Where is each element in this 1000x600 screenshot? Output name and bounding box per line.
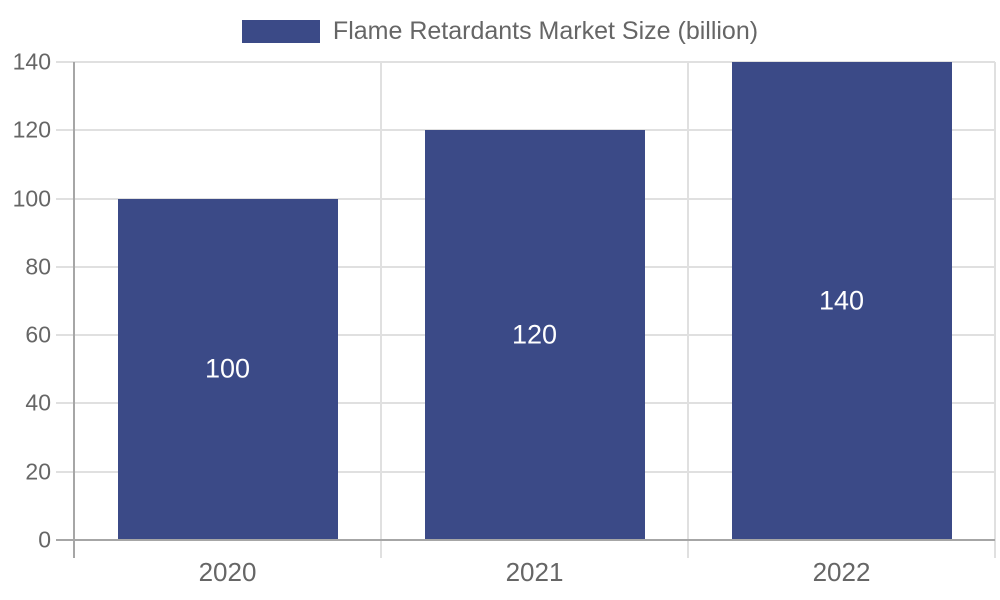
bar-value-label: 100	[204, 353, 251, 384]
y-axis-tick-label: 80	[25, 253, 51, 280]
x-axis-tick-label: 2022	[812, 557, 871, 587]
bar-value-label: 140	[818, 285, 865, 316]
bar-2021[interactable]	[424, 130, 645, 540]
y-axis-tick-label: 60	[25, 321, 51, 348]
y-axis-tick-label: 0	[38, 526, 51, 553]
y-gridline	[56, 61, 995, 63]
y-axis-line	[73, 62, 75, 558]
legend[interactable]: Flame Retardants Market Size (billion)	[0, 17, 1000, 46]
legend-label: Flame Retardants Market Size (billion)	[332, 17, 759, 45]
x-axis-tick-label: 2021	[505, 557, 564, 587]
y-axis-tick-label: 40	[25, 389, 51, 416]
x-axis-line	[56, 539, 995, 541]
x-gridline	[380, 62, 382, 558]
bar-2020[interactable]	[117, 198, 338, 540]
bar-2022[interactable]	[731, 62, 952, 540]
legend-swatch-icon	[241, 20, 320, 43]
y-axis-tick-label: 100	[12, 185, 51, 212]
y-axis-tick-label: 140	[12, 48, 51, 75]
x-gridline	[994, 62, 996, 558]
x-gridline	[687, 62, 689, 558]
y-axis-tick-label: 120	[12, 116, 51, 143]
bar-value-label: 120	[511, 319, 558, 350]
x-axis-tick-label: 2020	[198, 557, 257, 587]
y-axis-tick-label: 20	[25, 458, 51, 485]
